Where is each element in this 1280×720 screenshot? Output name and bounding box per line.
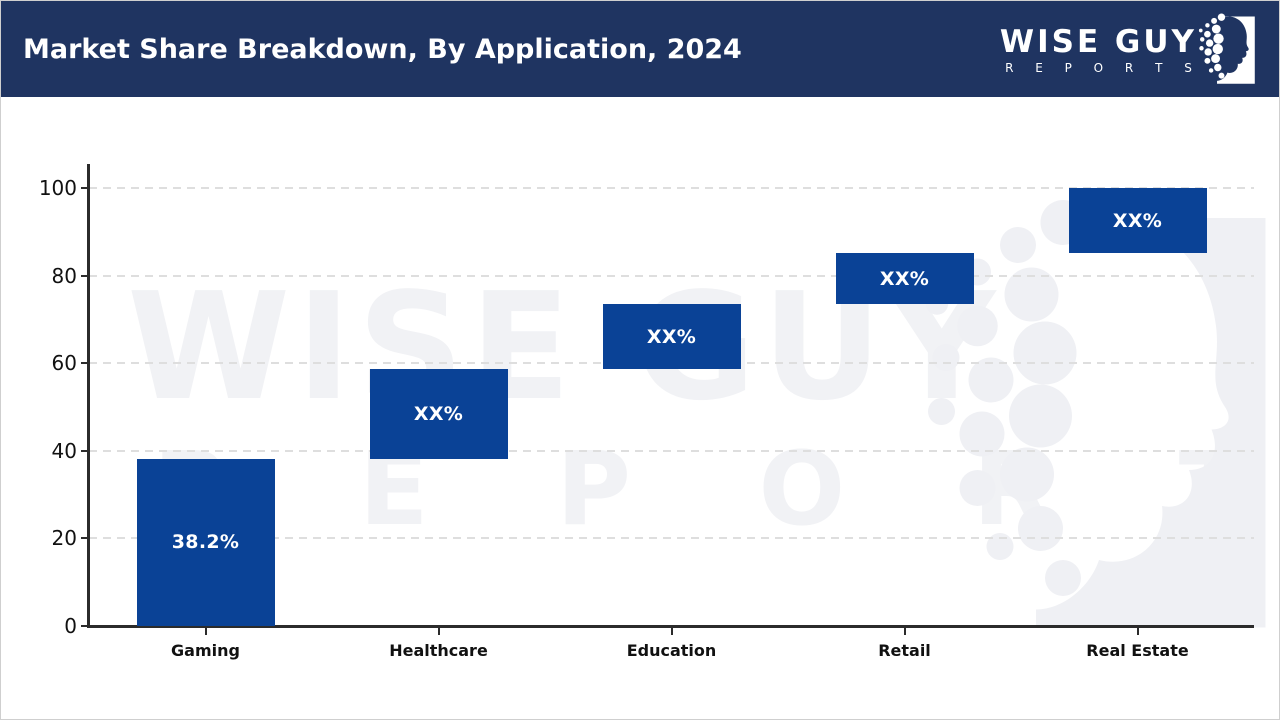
y-axis-tick-mark <box>81 625 89 627</box>
x-axis-tick-mark <box>437 627 440 635</box>
x-axis-label: Education <box>626 641 717 660</box>
x-axis-label: Healthcare <box>389 641 488 660</box>
y-gridline <box>89 449 1254 452</box>
bar-real-estate: XX% <box>1068 188 1207 254</box>
y-axis-tick-label: 80 <box>51 263 77 288</box>
bar-value-label: XX% <box>646 325 697 348</box>
bar-healthcare: XX% <box>369 369 508 459</box>
y-axis-tick-label: 40 <box>51 438 77 463</box>
y-axis-tick-label: 60 <box>51 351 77 376</box>
x-axis-tick-mark <box>670 627 673 635</box>
page-title: Market Share Breakdown, By Application, … <box>23 33 742 65</box>
y-axis-tick-mark <box>81 449 89 452</box>
y-axis-tick-mark <box>81 537 89 540</box>
wiseguy-face-watermark-icon <box>925 200 1266 628</box>
x-axis-label: Gaming <box>171 641 240 660</box>
y-axis-tick-label: 100 <box>38 176 77 200</box>
header-banner: Market Share Breakdown, By Application, … <box>1 1 1279 97</box>
bar-gaming: 38.2% <box>136 458 275 626</box>
y-axis-tick-mark <box>81 274 89 277</box>
bar-retail: XX% <box>835 253 974 305</box>
y-axis-line <box>87 164 90 628</box>
x-axis-label: Retail <box>878 641 931 660</box>
wiseguy-logo: WISE GUY R E P O R T S <box>1000 7 1257 91</box>
watermark-subtitle: R E P O R T S <box>153 430 1279 549</box>
wiseguy-logo-text: WISE GUY R E P O R T S <box>1000 24 1197 75</box>
x-axis-tick-mark <box>903 627 906 635</box>
bar-value-label: XX% <box>413 403 464 425</box>
bar-value-label: XX% <box>1112 209 1163 232</box>
x-axis-tick-mark <box>1136 627 1139 635</box>
bar-value-label: XX% <box>879 267 930 290</box>
y-axis-tick-label: 0 <box>64 614 77 638</box>
bar-value-label: 38.2% <box>171 531 240 554</box>
y-gridline <box>89 187 1254 189</box>
bar-education: XX% <box>602 304 741 370</box>
x-axis-label: Real Estate <box>1086 641 1189 660</box>
y-gridline <box>89 274 1254 277</box>
logo-wordmark: WISE GUY <box>999 23 1197 60</box>
x-axis-line <box>87 625 1254 628</box>
y-axis-tick-label: 20 <box>51 526 77 551</box>
y-axis-tick-mark <box>81 362 89 365</box>
logo-subtitle: R E P O R T S <box>1005 60 1201 75</box>
y-gridline <box>89 537 1254 540</box>
x-axis-tick-mark <box>204 627 207 635</box>
wiseguy-face-icon <box>1198 13 1255 84</box>
y-axis-tick-mark <box>81 187 89 189</box>
